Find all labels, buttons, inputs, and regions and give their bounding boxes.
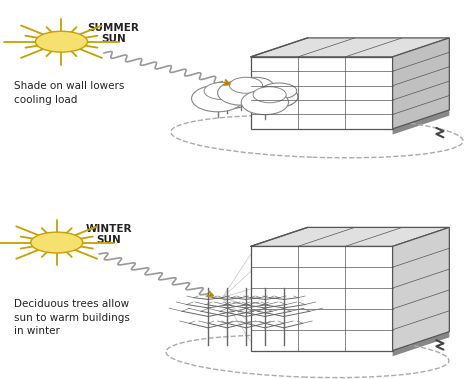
Polygon shape — [251, 57, 393, 129]
Polygon shape — [393, 332, 449, 356]
Polygon shape — [393, 110, 449, 135]
Polygon shape — [393, 38, 449, 129]
Text: Deciduous trees allow
sun to warm buildings
in winter: Deciduous trees allow sun to warm buildi… — [14, 299, 130, 336]
Text: SUMMER
SUN: SUMMER SUN — [88, 23, 140, 44]
Polygon shape — [251, 246, 393, 351]
Ellipse shape — [212, 82, 251, 100]
Text: Shade on wall lowers
cooling load: Shade on wall lowers cooling load — [14, 81, 124, 105]
Ellipse shape — [251, 85, 298, 108]
Ellipse shape — [192, 85, 244, 112]
Ellipse shape — [253, 87, 286, 103]
Ellipse shape — [261, 83, 297, 99]
Polygon shape — [393, 227, 449, 351]
Ellipse shape — [229, 77, 263, 93]
Circle shape — [35, 31, 88, 52]
Polygon shape — [251, 38, 449, 57]
Ellipse shape — [201, 85, 253, 109]
Circle shape — [31, 232, 83, 253]
Text: WINTER
SUN: WINTER SUN — [86, 224, 132, 245]
Ellipse shape — [227, 80, 274, 102]
Ellipse shape — [237, 77, 273, 93]
Ellipse shape — [218, 81, 265, 105]
Ellipse shape — [204, 82, 241, 100]
Polygon shape — [251, 227, 449, 246]
Ellipse shape — [241, 90, 289, 114]
